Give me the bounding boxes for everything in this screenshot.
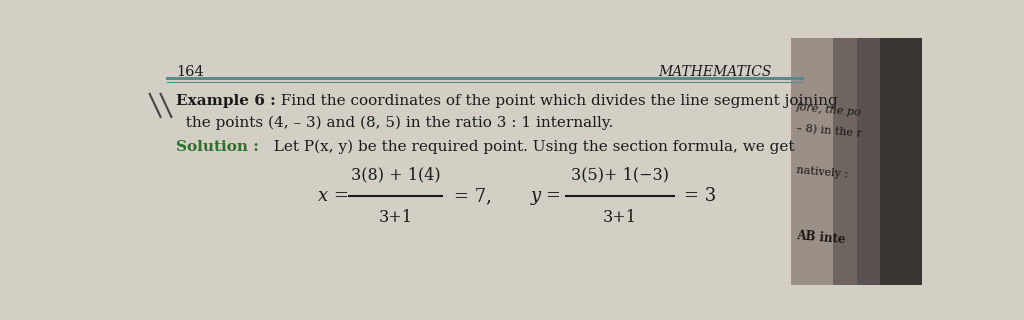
Text: 3+1: 3+1 <box>379 209 413 226</box>
Text: 164: 164 <box>176 65 204 79</box>
Text: natively :: natively : <box>796 165 849 180</box>
Polygon shape <box>856 38 922 285</box>
Text: Find the coordinates of the point which divides the line segment joining: Find the coordinates of the point which … <box>271 94 838 108</box>
Text: 3(8) + 1(4): 3(8) + 1(4) <box>350 166 440 183</box>
Text: = 3: = 3 <box>684 187 717 205</box>
Text: MATHEMATICS: MATHEMATICS <box>657 65 771 79</box>
Polygon shape <box>880 38 922 285</box>
Text: AB inte: AB inte <box>796 229 846 247</box>
Text: Solution :: Solution : <box>176 140 259 154</box>
Text: Let P(x, y) be the required point. Using the section formula, we get: Let P(x, y) be the required point. Using… <box>263 140 795 155</box>
Text: fore, the po: fore, the po <box>796 101 862 117</box>
Text: x =: x = <box>317 187 349 205</box>
Text: 3+1: 3+1 <box>603 209 637 226</box>
Polygon shape <box>834 38 922 285</box>
Polygon shape <box>791 38 922 285</box>
Text: y =: y = <box>531 187 562 205</box>
Text: = 7,: = 7, <box>454 187 492 205</box>
Text: 3(5)+ 1(−3): 3(5)+ 1(−3) <box>571 166 669 183</box>
Text: Example 6 :: Example 6 : <box>176 94 275 108</box>
Text: the points (4, – 3) and (8, 5) in the ratio 3 : 1 internally.: the points (4, – 3) and (8, 5) in the ra… <box>176 116 613 130</box>
Text: – 8) in the r: – 8) in the r <box>796 123 862 139</box>
